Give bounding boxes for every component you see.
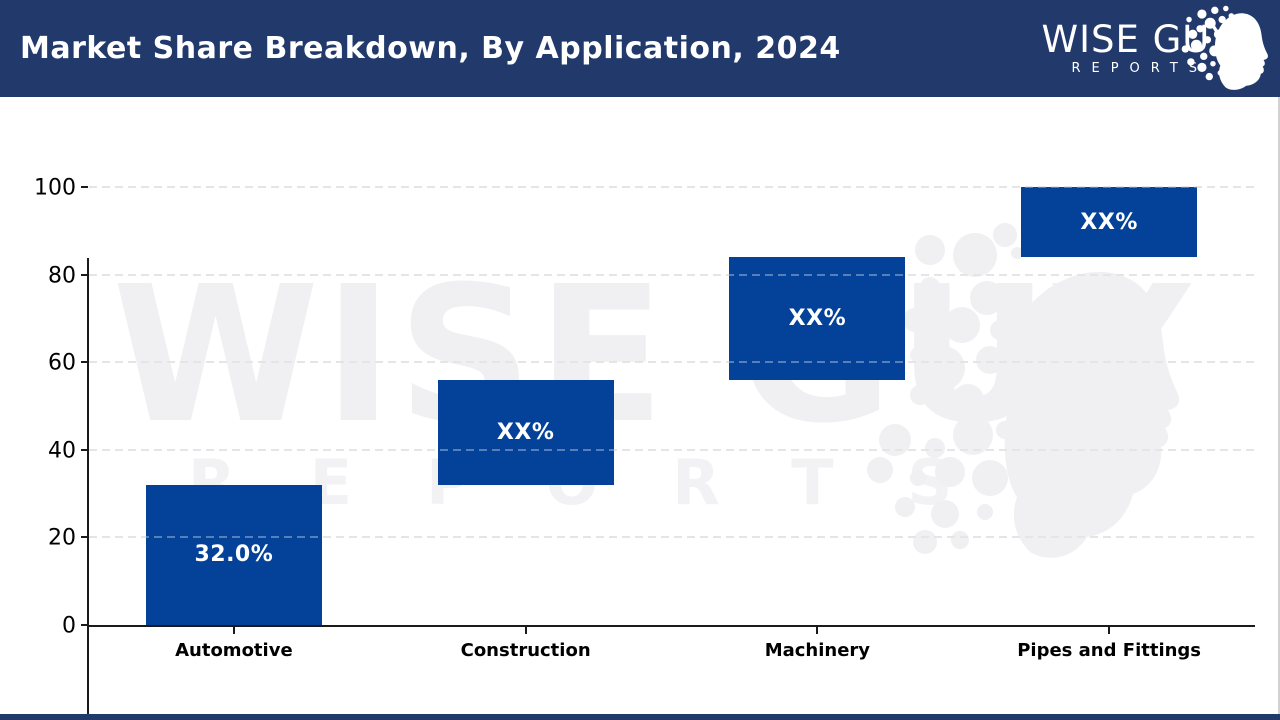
chart-title: Market Share Breakdown, By Application, … bbox=[20, 31, 841, 66]
bar-machinery: XX% bbox=[729, 257, 906, 380]
x-category-label: Construction bbox=[460, 640, 591, 661]
x-axis-line bbox=[87, 625, 1255, 627]
x-tick-mark bbox=[816, 627, 819, 634]
y-tick-mark bbox=[81, 361, 88, 364]
y-tick-mark bbox=[81, 273, 88, 276]
right-edge-border bbox=[1278, 97, 1280, 714]
logo-dotted-head-icon bbox=[1181, 5, 1268, 90]
watermark-dotted-head bbox=[867, 223, 1180, 558]
header-band: Market Share Breakdown, By Application, … bbox=[0, 0, 1280, 97]
bar-automotive: 32.0% bbox=[145, 484, 322, 625]
plot-area: 0 20 40 60 80 100 32.0% Automotive XX% Constructi… bbox=[0, 97, 1280, 720]
y-tick-mark bbox=[81, 624, 88, 626]
gridline-80 bbox=[89, 273, 1255, 276]
bar-construction: XX% bbox=[437, 379, 614, 485]
bar-value-label: XX% bbox=[496, 419, 555, 445]
gridline-overlay-80 bbox=[89, 273, 1255, 276]
x-tick-mark bbox=[232, 627, 235, 634]
y-tick-label: 40 bbox=[48, 438, 76, 464]
logo-name-bottom: REPORTS bbox=[1071, 61, 1209, 76]
y-tick-label: 0 bbox=[62, 613, 76, 639]
y-tick-mark bbox=[81, 448, 88, 451]
y-tick-label: 20 bbox=[48, 525, 76, 551]
bar-value-label: XX% bbox=[1080, 209, 1138, 235]
x-category-label: Automotive bbox=[175, 640, 293, 661]
y-tick-mark bbox=[81, 536, 88, 539]
x-category-label: Machinery bbox=[764, 640, 871, 661]
y-tick-mark bbox=[81, 186, 88, 188]
gridline-100 bbox=[89, 186, 1255, 188]
gridline-20 bbox=[89, 536, 1255, 539]
x-category-label: Pipes and Fittings bbox=[1017, 640, 1202, 661]
logo-name-top: WISE GUY bbox=[1041, 18, 1234, 61]
gridline-overlay-60 bbox=[89, 361, 1255, 364]
bar-value-label: XX% bbox=[788, 305, 847, 331]
logo-text: WISE GUY REPORTS bbox=[1041, 18, 1234, 77]
x-tick-mark bbox=[524, 627, 527, 634]
footer-band bbox=[0, 714, 1280, 720]
gridline-overlay-20 bbox=[89, 536, 1255, 539]
gridline-overlay-100 bbox=[89, 186, 1255, 188]
gridline-60 bbox=[89, 361, 1255, 364]
y-axis-line bbox=[87, 258, 89, 720]
y-tick-label: 80 bbox=[48, 263, 76, 289]
y-tick-label: 60 bbox=[48, 350, 76, 376]
wise-guy-logo: WISE GUY REPORTS bbox=[1042, 0, 1270, 97]
gridline-40 bbox=[89, 448, 1255, 451]
gridline-overlay-40 bbox=[89, 448, 1255, 451]
x-tick-mark bbox=[1108, 627, 1111, 634]
y-tick-label: 100 bbox=[34, 175, 76, 201]
bar-value-label: 32.0% bbox=[194, 542, 274, 568]
bar-pipes-and-fittings: XX% bbox=[1021, 187, 1198, 258]
